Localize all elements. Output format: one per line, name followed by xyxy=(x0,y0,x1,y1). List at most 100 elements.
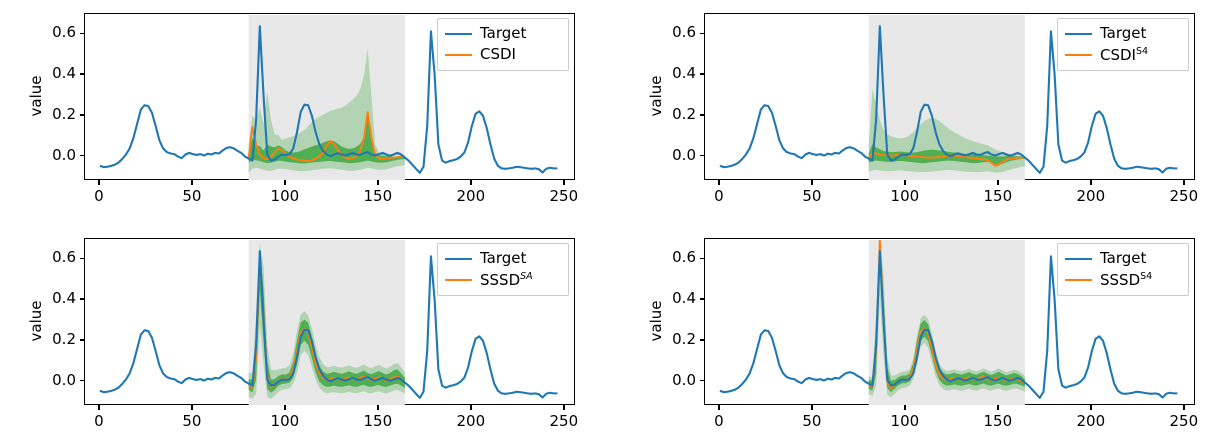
axes-frame-top-right xyxy=(704,13,1195,180)
legend-entry: CSDIS4 xyxy=(1065,44,1181,65)
xtick-mark xyxy=(98,405,100,410)
ytick-label: 0.4 xyxy=(52,289,76,308)
xtick-mark xyxy=(718,180,720,185)
xtick-label: 100 xyxy=(890,187,920,205)
ytick-label: 0.4 xyxy=(672,64,696,83)
xtick-mark xyxy=(1183,180,1185,185)
xtick-mark xyxy=(98,180,100,185)
xtick-label: 150 xyxy=(363,187,393,205)
xtick-mark xyxy=(191,405,193,410)
axes-frame-bottom-right xyxy=(704,238,1195,405)
xtick-label: 200 xyxy=(1076,412,1106,430)
y-axis-label: value xyxy=(27,300,45,341)
ytick-mark xyxy=(79,257,84,260)
xtick-label: 0 xyxy=(714,412,724,430)
ytick-mark xyxy=(699,339,704,341)
xtick-mark xyxy=(470,180,472,185)
legend-entry: Target xyxy=(1065,23,1181,44)
ytick-label: 0.4 xyxy=(52,64,76,83)
xtick-label: 50 xyxy=(182,412,202,430)
xtick-label: 0 xyxy=(714,187,724,205)
xtick-mark xyxy=(377,405,379,410)
legend-label: Target xyxy=(480,249,527,267)
xtick-mark xyxy=(1183,405,1185,410)
xtick-mark xyxy=(470,405,472,410)
xtick-mark xyxy=(284,180,286,185)
legend-bottom-left: Target SSSDSA xyxy=(437,243,569,296)
legend-top-left: Target CSDI xyxy=(437,18,569,71)
xtick-mark xyxy=(1090,180,1092,185)
legend-swatch-prediction xyxy=(445,53,472,56)
xtick-mark xyxy=(811,405,813,410)
legend-label: Target xyxy=(1100,24,1147,42)
legend-swatch-target xyxy=(445,257,472,260)
legend-label: CSDI xyxy=(480,45,516,63)
legend-top-right: Target CSDIS4 xyxy=(1057,18,1189,71)
ytick-mark xyxy=(79,73,84,75)
xtick-label: 200 xyxy=(456,412,486,430)
xtick-label: 0 xyxy=(94,412,104,430)
xtick-mark xyxy=(904,180,906,185)
y-axis-label: value xyxy=(27,75,45,116)
prediction-line xyxy=(867,151,1025,167)
legend-entry: Target xyxy=(1065,248,1181,269)
legend-swatch-prediction xyxy=(1065,278,1092,281)
legend-label: Target xyxy=(1100,249,1147,267)
ytick-mark xyxy=(699,154,704,157)
legend-label: SSSDSA xyxy=(480,270,533,289)
ytick-mark xyxy=(79,154,84,157)
ytick-label: 0.0 xyxy=(672,145,696,164)
ytick-label: 0.0 xyxy=(672,370,696,389)
xtick-label: 250 xyxy=(549,187,579,205)
ytick-label: 0.6 xyxy=(52,248,76,267)
target-line xyxy=(719,250,1178,399)
plot-area-top-left xyxy=(99,15,558,180)
target-line xyxy=(719,25,1178,174)
xtick-label: 100 xyxy=(270,187,300,205)
ytick-label: 0.0 xyxy=(52,370,76,389)
ytick-label: 0.6 xyxy=(672,23,696,42)
legend-bottom-right: Target SSSDS4 xyxy=(1057,243,1189,296)
ytick-mark xyxy=(79,298,84,300)
xtick-label: 50 xyxy=(802,187,822,205)
xtick-label: 100 xyxy=(890,412,920,430)
xtick-label: 200 xyxy=(456,187,486,205)
xtick-label: 150 xyxy=(983,412,1013,430)
ytick-label: 0.4 xyxy=(672,289,696,308)
ytick-label: 0.2 xyxy=(672,329,696,348)
ytick-label: 0.2 xyxy=(52,104,76,123)
ytick-label: 0.6 xyxy=(672,248,696,267)
ytick-mark xyxy=(699,298,704,300)
y-axis-label: value xyxy=(647,75,665,116)
ytick-mark xyxy=(79,379,84,382)
ytick-label: 0.0 xyxy=(52,145,76,164)
ytick-mark xyxy=(79,114,84,116)
plot-area-bottom-left xyxy=(99,240,558,405)
prediction-line xyxy=(247,111,405,162)
xtick-label: 100 xyxy=(270,412,300,430)
legend-entry: SSSDS4 xyxy=(1065,269,1181,290)
ytick-mark xyxy=(699,32,704,35)
xtick-mark xyxy=(811,180,813,185)
legend-swatch-target xyxy=(445,32,472,35)
target-line xyxy=(99,250,558,399)
ytick-label: 0.2 xyxy=(52,329,76,348)
legend-swatch-target xyxy=(1065,257,1092,260)
ytick-mark xyxy=(699,114,704,116)
legend-entry: Target xyxy=(445,23,561,44)
ytick-mark xyxy=(699,257,704,260)
legend-label: SSSDS4 xyxy=(1100,270,1153,289)
xtick-mark xyxy=(191,180,193,185)
plot-area-top-right xyxy=(719,15,1178,180)
xtick-mark xyxy=(997,405,999,410)
confidence-band-inner xyxy=(868,240,1025,393)
xtick-mark xyxy=(284,405,286,410)
ytick-mark xyxy=(79,32,84,35)
xtick-label: 50 xyxy=(182,187,202,205)
legend-entry: SSSDSA xyxy=(445,269,561,290)
ytick-mark xyxy=(699,73,704,75)
xtick-mark xyxy=(904,405,906,410)
legend-swatch-prediction xyxy=(1065,53,1092,56)
xtick-label: 250 xyxy=(549,412,579,430)
